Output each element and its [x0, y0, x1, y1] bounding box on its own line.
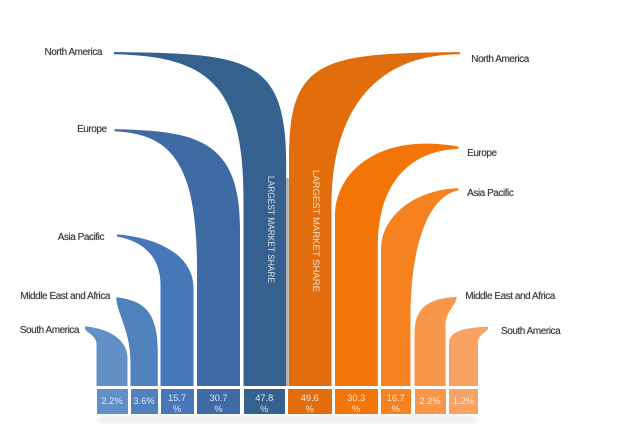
svg-text:LARGEST MARKET SHARE: LARGEST MARKET SHARE	[265, 176, 276, 283]
svg-text:LARGEST MARKET SHARE: LARGEST MARKET SHARE	[310, 170, 321, 292]
